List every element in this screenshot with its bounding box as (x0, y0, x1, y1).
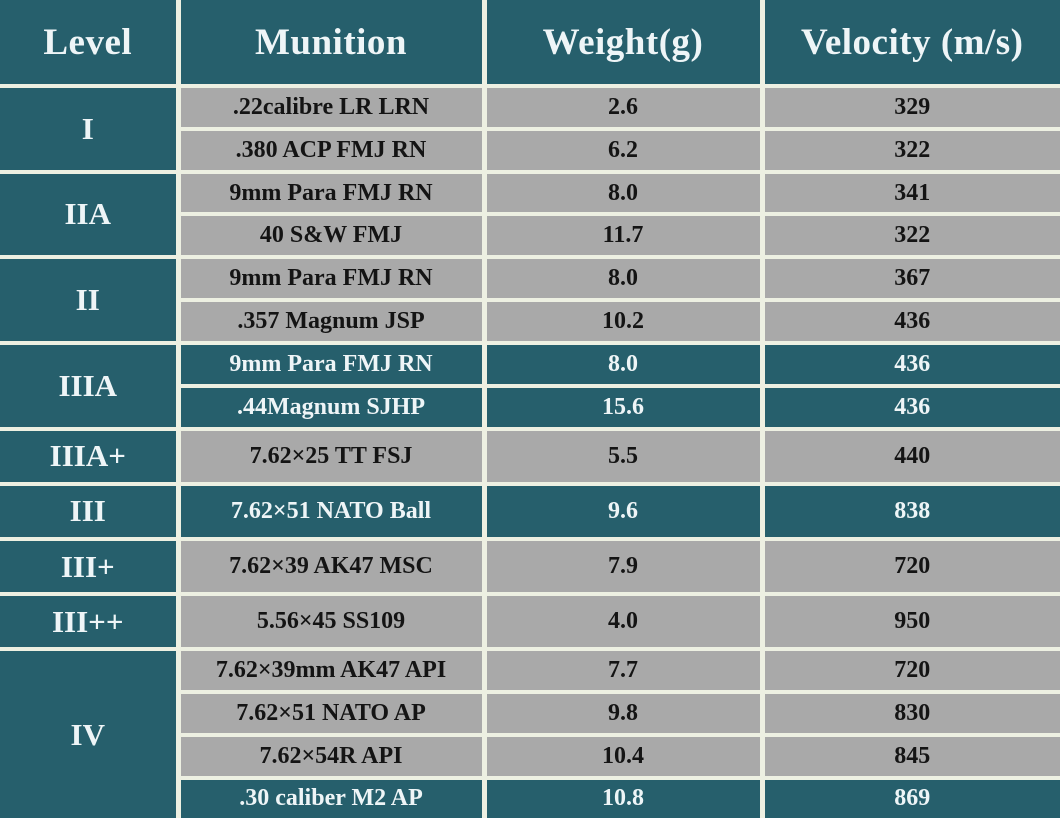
velocity-cell: 436 (759, 383, 1060, 431)
col-header-munition: Munition (175, 0, 487, 88)
level-cell: III++ (0, 592, 181, 652)
table-row: III+ 7.62×39 AK47 MSC 7.9 720 (0, 536, 1060, 597)
table-row: III++ 5.56×45 SS109 4.0 950 (0, 592, 1060, 652)
weight-cell: 10.8 (481, 775, 765, 818)
table-row: .380 ACP FMJ RN 6.2 322 (0, 126, 1060, 174)
munition-cell: .22calibre LR LRN (175, 84, 487, 131)
weight-cell: 4.0 (481, 592, 765, 652)
weight-cell: 5.5 (481, 426, 765, 486)
table-row: .30 caliber M2 AP 10.8 869 (0, 775, 1060, 818)
level-cell: III (0, 481, 181, 541)
weight-cell: 11.7 (481, 212, 765, 260)
munition-cell: .44Magnum SJHP (175, 383, 487, 431)
munition-cell: 7.62×39mm AK47 API (175, 647, 487, 695)
header-row: Level Munition Weight(g) Velocity (m/s) (0, 0, 1060, 88)
table-row: 7.62×51 NATO AP 9.8 830 (0, 690, 1060, 738)
munition-cell: 7.62×54R API (175, 733, 487, 780)
velocity-cell: 838 (759, 481, 1060, 541)
munition-cell: 7.62×25 TT FSJ (175, 426, 487, 486)
level-cell: IIA (0, 169, 181, 260)
level-cell: IV (0, 647, 181, 818)
velocity-cell: 720 (759, 536, 1060, 597)
table-row: IIIA 9mm Para FMJ RN 8.0 436 (0, 340, 1060, 431)
level-cell: II (0, 255, 181, 345)
munition-cell: 9mm Para FMJ RN (175, 255, 487, 303)
level-cell: IIIA (0, 340, 181, 431)
table-row: III 7.62×51 NATO Ball 9.6 838 (0, 481, 1060, 541)
weight-cell: 8.0 (481, 255, 765, 303)
weight-cell: 7.9 (481, 536, 765, 597)
munition-cell: 9mm Para FMJ RN (175, 169, 487, 217)
munition-cell: 40 S&W FMJ (175, 212, 487, 260)
table-row: 40 S&W FMJ 11.7 322 (0, 212, 1060, 260)
munition-cell: 5.56×45 SS109 (175, 592, 487, 652)
velocity-cell: 329 (759, 84, 1060, 131)
table-body: I .22calibre LR LRN 2.6 329.380 ACP FMJ RN 6… (0, 84, 1060, 818)
velocity-cell: 845 (759, 733, 1060, 780)
weight-cell: 2.6 (481, 84, 765, 131)
table-row: I .22calibre LR LRN 2.6 329 (0, 84, 1060, 174)
weight-cell: 8.0 (481, 340, 765, 388)
munition-cell: 7.62×51 NATO Ball (175, 481, 487, 541)
level-cell: IIIA+ (0, 426, 181, 486)
weight-cell: 8.0 (481, 169, 765, 217)
weight-cell: 9.6 (481, 481, 765, 541)
munition-cell: 7.62×51 NATO AP (175, 690, 487, 738)
table-row: II 9mm Para FMJ RN 8.0 367 (0, 255, 1060, 345)
table-row: IIIA+ 7.62×25 TT FSJ 5.5 440 (0, 426, 1060, 486)
munition-cell: .30 caliber M2 AP (175, 775, 487, 818)
weight-cell: 10.2 (481, 298, 765, 345)
velocity-cell: 367 (759, 255, 1060, 303)
col-header-level: Level (0, 0, 181, 88)
table-row: IV 7.62×39mm AK47 API 7.7 720 (0, 647, 1060, 818)
velocity-cell: 720 (759, 647, 1060, 695)
velocity-cell: 341 (759, 169, 1060, 217)
velocity-cell: 436 (759, 298, 1060, 345)
velocity-cell: 322 (759, 126, 1060, 174)
munition-cell: 9mm Para FMJ RN (175, 340, 487, 388)
table-row: 7.62×54R API 10.4 845 (0, 733, 1060, 780)
table-row: .357 Magnum JSP 10.2 436 (0, 298, 1060, 345)
weight-cell: 7.7 (481, 647, 765, 695)
weight-cell: 9.8 (481, 690, 765, 738)
weight-cell: 6.2 (481, 126, 765, 174)
velocity-cell: 322 (759, 212, 1060, 260)
velocity-cell: 440 (759, 426, 1060, 486)
velocity-cell: 436 (759, 340, 1060, 388)
velocity-cell: 950 (759, 592, 1060, 652)
munition-cell: 7.62×39 AK47 MSC (175, 536, 487, 597)
munition-cell: .357 Magnum JSP (175, 298, 487, 345)
velocity-cell: 830 (759, 690, 1060, 738)
table-row: IIA 9mm Para FMJ RN 8.0 341 (0, 169, 1060, 260)
table-row: .44Magnum SJHP 15.6 436 (0, 383, 1060, 431)
velocity-cell: 869 (759, 775, 1060, 818)
table-header: Level Munition Weight(g) Velocity (m/s) (0, 0, 1060, 88)
level-cell: I (0, 84, 181, 174)
weight-cell: 15.6 (481, 383, 765, 431)
munition-cell: .380 ACP FMJ RN (175, 126, 487, 174)
col-header-velocity: Velocity (m/s) (759, 0, 1060, 88)
weight-cell: 10.4 (481, 733, 765, 780)
col-header-weight: Weight(g) (481, 0, 765, 88)
level-cell: III+ (0, 536, 181, 597)
